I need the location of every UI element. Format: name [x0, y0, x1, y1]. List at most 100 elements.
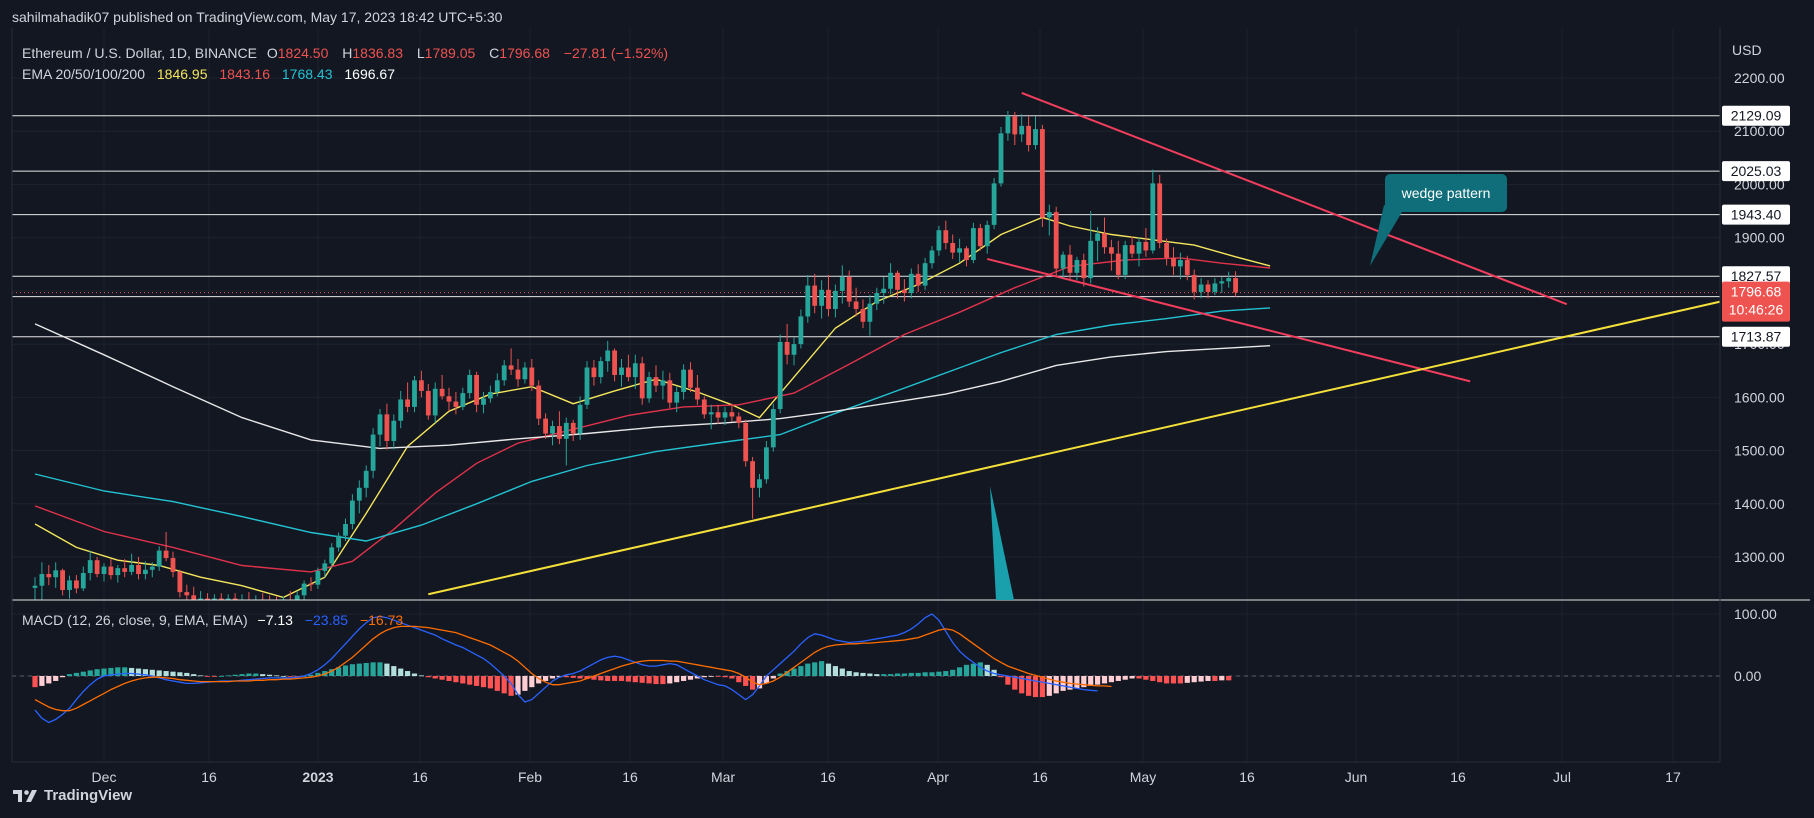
- macd-histogram-bar: [1136, 676, 1142, 679]
- macd-histogram-bar: [687, 676, 694, 680]
- macd-histogram-bar: [729, 676, 735, 679]
- candle-body: [653, 377, 659, 386]
- macd-histogram-bar: [439, 676, 445, 680]
- macd-histogram-bar: [1005, 676, 1011, 685]
- candle-body: [812, 285, 818, 306]
- candle-body: [1171, 257, 1176, 267]
- candle-body: [1198, 284, 1204, 292]
- candle-body: [384, 414, 390, 441]
- macd-histogram-bar: [812, 662, 818, 676]
- macd-histogram-bar: [363, 662, 369, 676]
- candle-body: [584, 367, 590, 405]
- candle-body: [1178, 260, 1183, 267]
- macd-histogram-bar: [163, 671, 169, 676]
- ema50-value: 1843.16: [219, 66, 270, 82]
- candle-body: [308, 583, 314, 585]
- ema-legend[interactable]: EMA 20/50/100/200 1846.95 1843.16 1768.4…: [22, 66, 395, 82]
- macd-histogram-bar: [908, 672, 914, 676]
- macd-histogram-bar: [273, 675, 280, 677]
- tradingview-logo[interactable]: TradingView: [12, 787, 132, 804]
- candle-body: [115, 568, 121, 576]
- macd-histogram-bar: [529, 676, 535, 688]
- candle-body: [971, 228, 976, 261]
- macd-histogram-bar: [543, 676, 549, 681]
- price-tick-label: 2100.00: [1734, 123, 1785, 139]
- macd-histogram-bar: [1019, 676, 1025, 694]
- macd-histogram-bar: [625, 676, 631, 682]
- candle-body: [1205, 284, 1211, 292]
- candle-body: [453, 401, 459, 407]
- macd-histogram-bar: [204, 676, 211, 677]
- time-tick-label: Mar: [711, 769, 735, 785]
- candle-body: [398, 399, 404, 421]
- candle-body: [205, 598, 210, 600]
- candle-body: [743, 422, 749, 462]
- macd-histogram-bar: [405, 671, 411, 676]
- ema-label: EMA 20/50/100/200: [22, 66, 145, 82]
- macd-histogram-bar: [1074, 676, 1080, 689]
- macd-histogram-bar: [198, 675, 204, 677]
- macd-histogram-bar: [515, 676, 521, 695]
- macd-histogram-bar: [798, 666, 804, 676]
- macd-histogram-bar: [129, 667, 135, 676]
- candle-body: [163, 550, 169, 559]
- horizontal-levels: [12, 115, 1720, 338]
- candle-body: [826, 289, 831, 309]
- macd-histogram-bar: [860, 672, 866, 676]
- macd-histogram-bar: [1212, 676, 1218, 681]
- tradingview-brand: TradingView: [44, 787, 133, 804]
- candle-body: [46, 574, 52, 578]
- candle-body: [1164, 242, 1169, 258]
- macd-histogram-bar: [756, 676, 763, 689]
- macd-histogram-bar: [1177, 676, 1183, 684]
- time-tick-label: 16: [1239, 769, 1255, 785]
- candle-body: [688, 369, 693, 388]
- macd-histogram-bar: [1226, 676, 1232, 681]
- candle-body: [674, 392, 680, 403]
- symbol-ohlc-legend[interactable]: Ethereum / U.S. Dollar, 1D, BINANCE O182…: [22, 45, 674, 61]
- candle-body: [591, 367, 597, 378]
- macd-histogram-bar: [929, 672, 935, 676]
- macd-histogram-bar: [73, 672, 79, 676]
- macd-histogram-bar: [743, 676, 749, 686]
- macd-histogram-bar: [1164, 676, 1170, 684]
- candle-body: [67, 580, 72, 590]
- macd-histogram-bar: [336, 667, 342, 676]
- callout-text: wedge pattern: [1401, 185, 1491, 201]
- macd-histogram-bar: [1026, 676, 1032, 696]
- candle-body: [136, 564, 141, 575]
- macd-legend[interactable]: MACD (12, 26, close, 9, EMA, EMA) −7.13 …: [22, 612, 403, 628]
- macd-histogram-bar: [943, 671, 949, 676]
- candle-body: [681, 369, 686, 393]
- macd-histogram-bar: [901, 673, 907, 676]
- grid-lines: [12, 28, 1720, 762]
- candle-body: [439, 388, 445, 397]
- annotations: wedge pattern: [990, 174, 1507, 600]
- arrow-pointer: [990, 486, 1014, 600]
- macd-histogram-bar: [349, 664, 355, 676]
- macd-histogram-bar: [805, 663, 811, 676]
- price-tick-label: 1400.00: [1734, 496, 1785, 512]
- macd-histogram-bar: [660, 676, 666, 685]
- price-tick-label: 1500.00: [1734, 443, 1785, 459]
- macd-histogram-bar: [639, 676, 645, 683]
- candle-body: [646, 377, 652, 399]
- macd-histogram-bar: [122, 667, 128, 676]
- macd-histogram-bar: [184, 672, 190, 676]
- candle-body: [839, 277, 845, 291]
- candle-body: [936, 230, 942, 251]
- candle-body: [60, 570, 65, 590]
- macd-histogram-bar: [998, 676, 1004, 678]
- macd-histogram-bar: [101, 668, 107, 676]
- macd-histogram-bar: [763, 676, 769, 684]
- macd-histogram-bar: [191, 674, 197, 676]
- ema-line-2: [34, 307, 1271, 542]
- time-tick-label: 16: [412, 769, 428, 785]
- price-tick-label: 1300.00: [1734, 549, 1785, 565]
- macd-tick-label: 100.00: [1734, 606, 1777, 622]
- candle-body: [957, 248, 962, 253]
- candle-body: [922, 263, 928, 286]
- macd-histogram-bar: [177, 672, 183, 676]
- candle-body: [1026, 125, 1031, 146]
